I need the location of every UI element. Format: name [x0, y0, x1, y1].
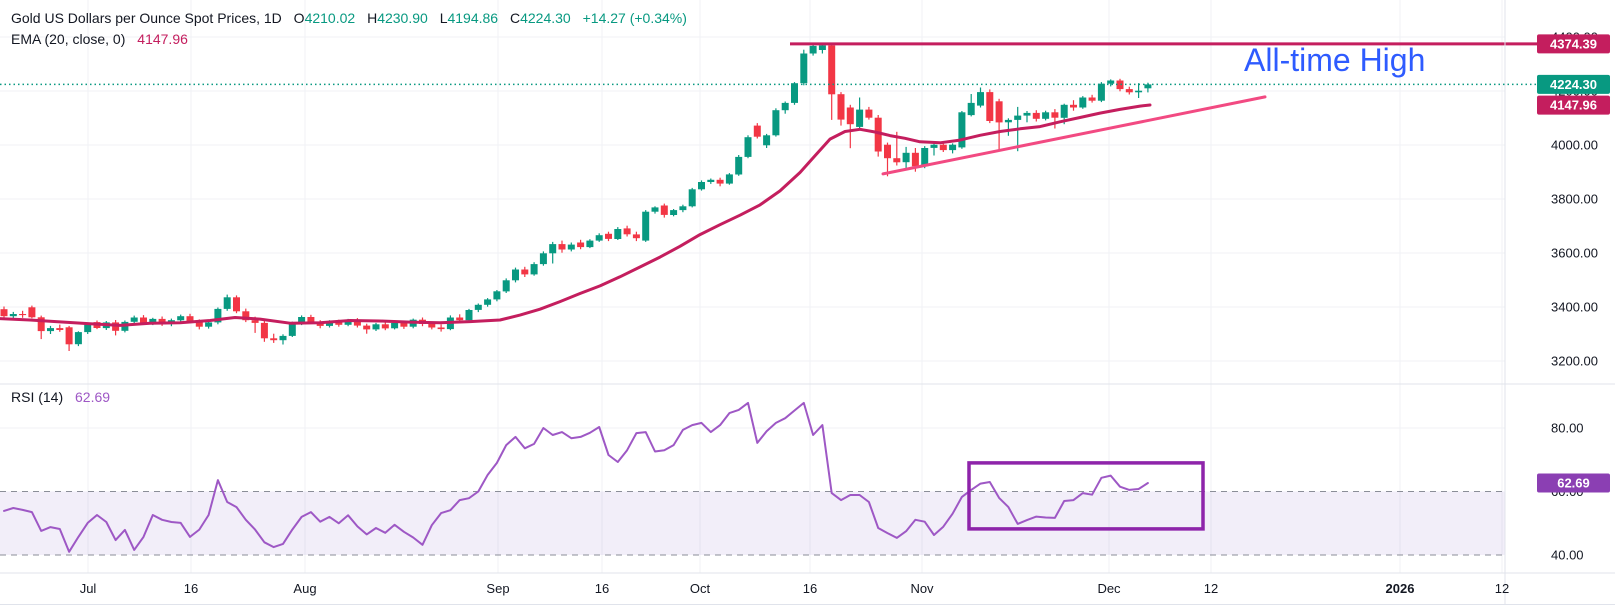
svg-text:2026: 2026: [1386, 581, 1415, 596]
rsi-highlight-box[interactable]: [967, 461, 1205, 531]
rsi-band: [0, 491, 1505, 556]
svg-text:3800.00: 3800.00: [1551, 192, 1598, 207]
rsi-value: 62.69: [75, 389, 111, 405]
rsi-label: RSI (14): [11, 389, 64, 405]
candlestick-series: [0, 44, 1152, 351]
high-ohlc: H4230.90: [367, 10, 428, 26]
open-value: 4210.02: [304, 10, 356, 26]
svg-text:80.00: 80.00: [1551, 421, 1584, 436]
symbol-title: Gold US Dollars per Ounce Spot Prices, 1…: [11, 10, 282, 26]
svg-text:Nov: Nov: [910, 581, 934, 596]
open-label: O: [293, 10, 305, 26]
close-ohlc: C4224.30: [510, 10, 571, 26]
ema-line[interactable]: [0, 103, 1152, 327]
all-time-high-annotation[interactable]: All-time High: [1244, 42, 1426, 78]
change-value: +14.27 (+0.34%): [582, 10, 687, 26]
svg-text:62.69: 62.69: [1557, 476, 1590, 491]
open-ohlc: O4210.02: [294, 10, 356, 26]
svg-text:3600.00: 3600.00: [1551, 246, 1598, 261]
symbol-legend[interactable]: Gold US Dollars per Ounce Spot Prices, 1…: [11, 10, 687, 26]
svg-text:4374.39: 4374.39: [1550, 36, 1597, 51]
trend-line[interactable]: [881, 95, 1267, 176]
svg-text:40.00: 40.00: [1551, 548, 1584, 563]
svg-text:12: 12: [1495, 581, 1509, 596]
svg-text:16: 16: [595, 581, 609, 596]
svg-text:4147.96: 4147.96: [1550, 98, 1597, 113]
high-label: H: [367, 10, 378, 26]
svg-text:4000.00: 4000.00: [1551, 138, 1598, 153]
svg-text:4224.30: 4224.30: [1550, 77, 1597, 92]
svg-text:Dec: Dec: [1097, 581, 1121, 596]
ema-value: 4147.96: [137, 31, 188, 47]
gridlines: [0, 0, 1505, 573]
close-label: C: [509, 10, 521, 26]
svg-text:16: 16: [184, 581, 198, 596]
svg-text:3200.00: 3200.00: [1551, 354, 1598, 369]
low-label: L: [439, 10, 448, 26]
ema-label: EMA (20, close, 0): [11, 31, 126, 47]
ema-price-badge: 4147.96: [1537, 95, 1610, 115]
ath-price-badge: 4374.39: [1537, 34, 1610, 54]
rsi-line[interactable]: [3, 401, 1149, 553]
low-ohlc: L4194.86: [440, 10, 498, 26]
ema-legend[interactable]: EMA (20, close, 0) 4147.96: [11, 31, 188, 47]
svg-text:3400.00: 3400.00: [1551, 300, 1598, 315]
svg-text:12: 12: [1204, 581, 1218, 596]
svg-text:Jul: Jul: [80, 581, 97, 596]
rsi-legend[interactable]: RSI (14) 62.69: [11, 389, 110, 405]
high-value: 4230.90: [377, 10, 428, 26]
current-price-badge: 4224.30: [1537, 74, 1610, 94]
svg-text:16: 16: [803, 581, 817, 596]
close-value: 4224.30: [520, 10, 571, 26]
rsi-value-badge: 62.69: [1537, 473, 1610, 493]
svg-text:Oct: Oct: [690, 581, 711, 596]
svg-text:Sep: Sep: [486, 581, 509, 596]
time-axis[interactable]: Jul 16 Aug Sep 16 Oct 16 Nov Dec 12 2026 12: [80, 581, 1510, 596]
svg-text:Aug: Aug: [293, 581, 316, 596]
low-value: 4194.86: [447, 10, 499, 26]
